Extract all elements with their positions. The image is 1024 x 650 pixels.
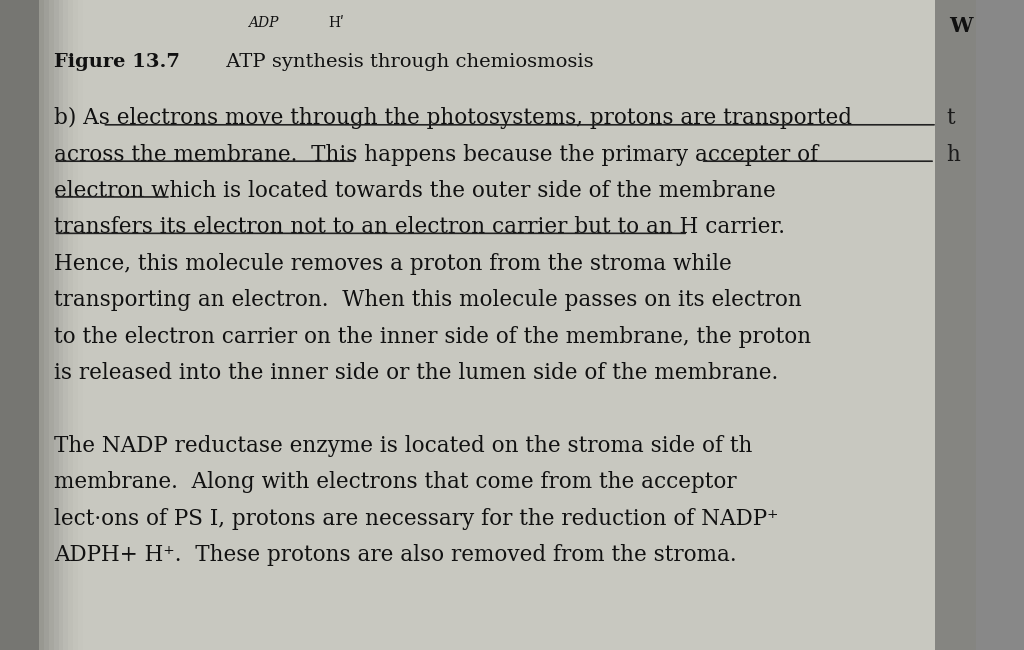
Bar [39, 0, 53, 650]
Bar [39, 0, 69, 650]
Text: transporting an electron.  When this molecule passes on its electron: transporting an electron. When this mole… [53, 289, 802, 311]
Bar [39, 0, 73, 650]
Text: Hʹ: Hʹ [329, 16, 345, 31]
Text: ATP synthesis through chemiosmosis: ATP synthesis through chemiosmosis [219, 53, 593, 72]
Text: t: t [946, 107, 955, 129]
Text: membrane.  Along with electrons that come from the acceptor: membrane. Along with electrons that come… [53, 471, 736, 493]
Bar [935, 0, 976, 650]
Text: ADPH+ H⁺.  These protons are also removed from the stroma.: ADPH+ H⁺. These protons are also removed… [53, 544, 736, 566]
Bar [39, 0, 78, 650]
Text: The NADP reductase enzyme is located on the stroma side of th: The NADP reductase enzyme is located on … [53, 435, 752, 457]
Bar [0, 0, 39, 650]
Text: is released into the inner side or the lumen side of the membrane.: is released into the inner side or the l… [53, 362, 778, 384]
Text: Hence, this molecule removes a proton from the stroma while: Hence, this molecule removes a proton fr… [53, 253, 731, 275]
Text: lect·ons of PS I, protons are necessary for the reduction of NADP⁺: lect·ons of PS I, protons are necessary … [53, 508, 778, 530]
Bar [39, 0, 63, 650]
Text: to the electron carrier on the inner side of the membrane, the proton: to the electron carrier on the inner sid… [53, 326, 811, 348]
Bar [39, 0, 49, 650]
Text: W: W [948, 16, 972, 36]
Bar [39, 0, 44, 650]
Text: across the membrane.  This happens because the primary accepter of: across the membrane. This happens becaus… [53, 144, 818, 166]
Text: Figure 13.7: Figure 13.7 [53, 53, 179, 72]
Text: electron which is located towards the outer side of the membrane: electron which is located towards the ou… [53, 180, 775, 202]
Text: b) As electrons move through the photosystems, protons are transported: b) As electrons move through the photosy… [53, 107, 852, 129]
Text: h: h [946, 144, 961, 166]
Bar [39, 0, 58, 650]
Bar [39, 0, 83, 650]
Text: transfers its electron not to an electron carrier but to an H carrier.: transfers its electron not to an electro… [53, 216, 784, 239]
Text: ADP: ADP [248, 16, 279, 31]
